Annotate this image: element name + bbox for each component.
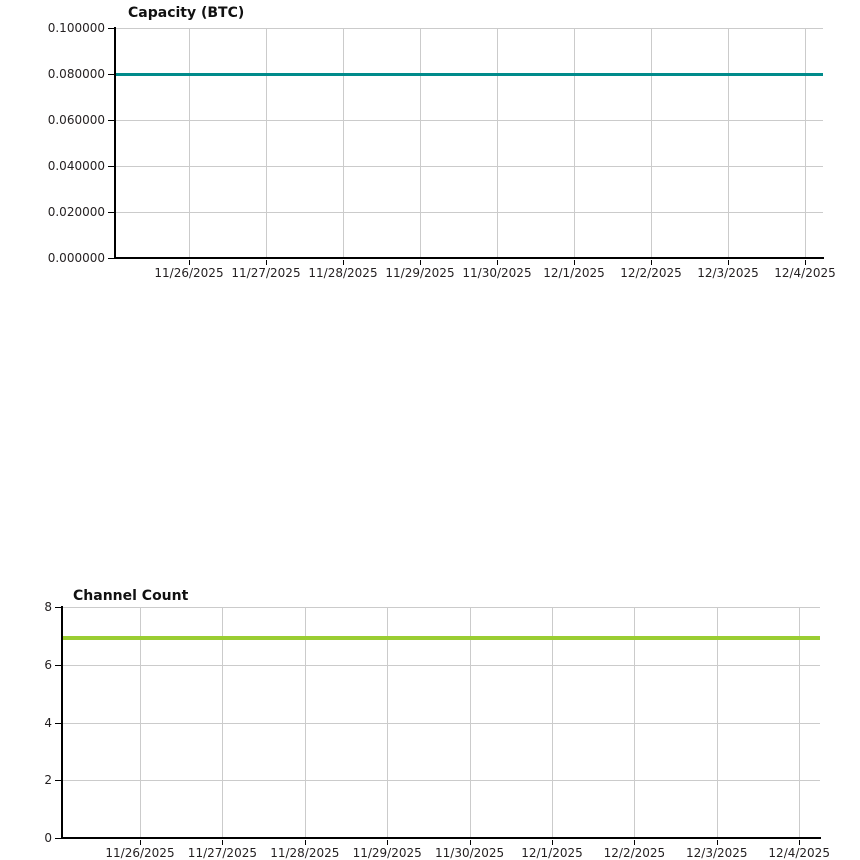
x-axis-tick-label: 12/4/2025 <box>768 846 830 860</box>
gridline-horizontal <box>115 212 823 213</box>
x-axis-tick-label: 11/30/2025 <box>462 266 532 280</box>
x-axis-tick <box>634 840 636 845</box>
y-axis-tick <box>108 258 114 259</box>
x-axis-tick-label: 12/1/2025 <box>543 266 605 280</box>
gridline-vertical <box>651 28 652 258</box>
x-axis-tick-label: 11/27/2025 <box>187 846 257 860</box>
y-axis-tick-label: 6 <box>44 658 52 672</box>
x-axis-tick-label: 12/2/2025 <box>620 266 682 280</box>
channel-count-series-line <box>62 636 820 640</box>
capacity-chart-title: Capacity (BTC) <box>128 5 245 21</box>
gridline-vertical <box>805 28 806 258</box>
x-axis-tick-label: 12/1/2025 <box>521 846 583 860</box>
gridline-vertical <box>497 28 498 258</box>
x-axis-tick <box>222 840 224 845</box>
x-axis-tick <box>304 840 306 845</box>
x-axis-tick-label: 11/28/2025 <box>308 266 378 280</box>
gridline-horizontal <box>115 120 823 121</box>
capacity-x-axis-line <box>114 257 824 259</box>
y-axis-tick <box>108 120 114 121</box>
x-axis-tick <box>728 260 729 265</box>
x-axis-tick <box>343 260 344 265</box>
capacity-series-line <box>115 73 823 76</box>
y-axis-tick-label: 0.020000 <box>47 205 105 219</box>
gridline-vertical <box>266 28 267 258</box>
gridline-vertical <box>728 28 729 258</box>
gridline-vertical <box>189 28 190 258</box>
channel-count-chart-panel: Channel Count 8 6 4 2 0 11/26/2025 11/27/2025… <box>0 290 860 860</box>
x-axis-tick-label: 11/27/2025 <box>231 266 301 280</box>
x-axis-tick-label: 12/2/2025 <box>603 846 666 860</box>
y-axis-tick <box>108 212 114 213</box>
y-axis-tick-label: 0.080000 <box>47 67 105 81</box>
y-axis-tick <box>55 607 61 608</box>
channel-count-chart-title: Channel Count <box>73 588 189 604</box>
y-axis-tick-label: 4 <box>44 716 52 730</box>
y-axis-tick-label: 8 <box>44 600 52 614</box>
channel-count-plot-area <box>62 607 820 838</box>
gridline-horizontal <box>62 780 820 781</box>
y-axis-tick-label: 0.040000 <box>47 159 105 173</box>
x-axis-tick-label: 11/29/2025 <box>385 266 455 280</box>
y-axis-tick-label: 0.100000 <box>47 21 105 35</box>
capacity-plot-area <box>115 28 823 258</box>
x-axis-tick-label: 11/30/2025 <box>435 846 505 860</box>
capacity-chart-panel: Capacity (BTC) 0.100000 0.080000 0.060000 0… <box>0 0 860 290</box>
x-axis-tick-label: 11/29/2025 <box>352 846 422 860</box>
x-axis-tick-label: 12/3/2025 <box>686 846 748 860</box>
gridline-vertical <box>574 28 575 258</box>
y-axis-tick-label: 2 <box>44 773 52 787</box>
gridline-horizontal <box>115 166 823 167</box>
x-axis-tick-label: 12/3/2025 <box>697 266 759 280</box>
channel-count-x-axis-line <box>61 837 821 839</box>
x-axis-tick-label: 12/4/2025 <box>774 266 836 280</box>
y-axis-tick-label: 0 <box>44 831 52 845</box>
gridline-vertical <box>343 28 344 258</box>
y-axis-tick <box>108 166 114 167</box>
x-axis-tick <box>651 260 652 265</box>
y-axis-tick <box>108 28 114 29</box>
y-axis-tick <box>108 74 114 75</box>
x-axis-tick <box>140 840 141 845</box>
x-axis-tick <box>805 260 806 265</box>
x-axis-tick <box>420 260 421 265</box>
x-axis-tick <box>469 840 471 845</box>
x-axis-tick <box>574 260 575 265</box>
x-axis-tick <box>799 840 801 845</box>
y-axis-tick-label: 0.000000 <box>47 251 105 265</box>
y-axis-tick-label: 0.060000 <box>47 113 105 127</box>
capacity-y-axis-line <box>114 27 116 259</box>
x-axis-tick <box>266 260 267 265</box>
channel-count-y-axis-line <box>61 606 63 839</box>
x-axis-tick-label: 11/26/2025 <box>105 846 175 860</box>
gridline-vertical <box>420 28 421 258</box>
gridline-horizontal <box>115 28 823 29</box>
y-axis-tick <box>55 723 61 724</box>
x-axis-tick <box>387 840 389 845</box>
x-axis-tick <box>716 840 718 845</box>
gridline-horizontal <box>62 607 820 608</box>
y-axis-tick <box>55 838 61 839</box>
x-axis-tick-label: 11/26/2025 <box>154 266 224 280</box>
y-axis-tick <box>55 665 61 666</box>
gridline-horizontal <box>62 723 820 724</box>
y-axis-tick <box>55 780 61 781</box>
x-axis-tick <box>189 260 190 265</box>
x-axis-tick-label: 11/28/2025 <box>270 846 340 860</box>
gridline-horizontal <box>62 665 820 666</box>
x-axis-tick <box>552 840 553 845</box>
x-axis-tick <box>497 260 498 265</box>
